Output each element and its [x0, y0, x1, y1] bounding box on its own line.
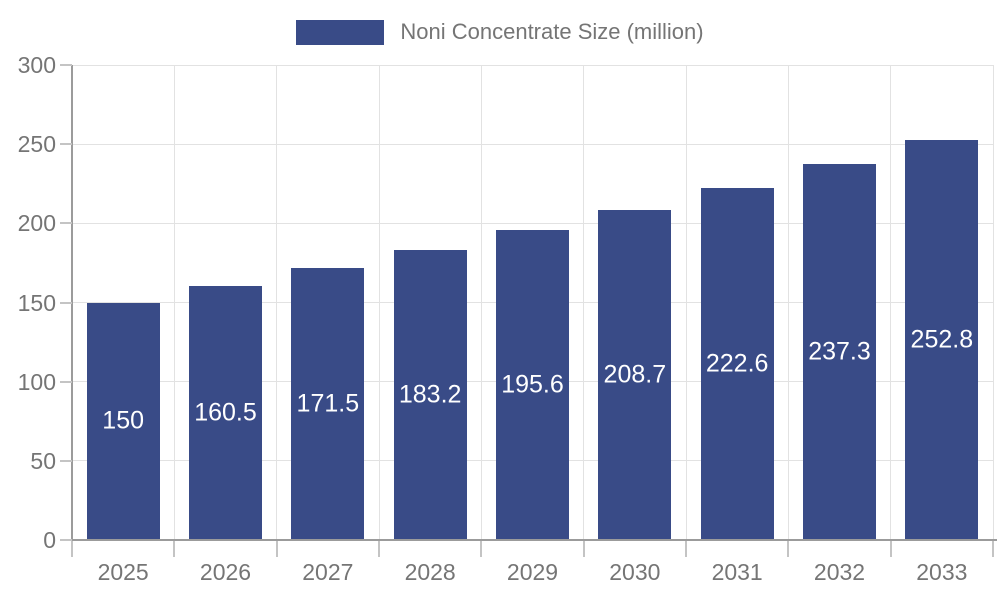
x-axis-tick — [889, 541, 892, 557]
bar[interactable]: 222.6 — [700, 187, 774, 540]
x-axis-line — [71, 539, 997, 541]
y-axis-tick — [60, 64, 72, 66]
x-axis-tick-label: 2026 — [199, 559, 252, 585]
gridline-horizontal — [72, 64, 993, 66]
x-axis-tick — [685, 541, 687, 557]
x-axis-tick — [582, 541, 585, 557]
bar[interactable]: 195.6 — [496, 230, 569, 540]
x-axis-tick-label: 2029 — [506, 559, 559, 585]
gridline-vertical — [890, 65, 892, 540]
bar-value-label: 208.7 — [603, 360, 667, 389]
x-axis-tick-label: 2031 — [711, 559, 763, 585]
x-axis-tick-label: 2030 — [609, 559, 661, 585]
bar-value-label: 171.5 — [296, 389, 360, 418]
x-axis-tick-label: 2033 — [916, 559, 968, 585]
gridline-vertical — [378, 65, 380, 540]
y-axis-tick — [60, 143, 72, 146]
bar-value-label: 183.2 — [398, 380, 462, 409]
bar[interactable]: 237.3 — [803, 164, 876, 540]
gridline-horizontal — [72, 222, 993, 224]
bar-value-label: 195.6 — [501, 370, 564, 399]
y-axis-tick-label: 150 — [17, 289, 56, 316]
y-axis-tick — [60, 539, 72, 541]
x-axis-tick — [173, 541, 176, 557]
gridline-vertical — [685, 65, 687, 540]
bar[interactable]: 252.8 — [905, 139, 979, 540]
y-axis-tick-label: 250 — [17, 131, 56, 158]
x-axis-tick — [71, 541, 73, 557]
x-axis-tick — [992, 541, 994, 557]
gridline-vertical — [480, 65, 482, 540]
y-axis-tick — [60, 301, 72, 304]
x-axis-tick-label: 2028 — [404, 559, 456, 585]
y-axis-line — [71, 65, 73, 542]
x-axis-tick-label: 2032 — [813, 559, 866, 585]
gridline-horizontal — [72, 143, 993, 145]
y-axis-tick — [60, 380, 72, 383]
y-axis-tick — [60, 459, 72, 462]
plot-area: 150 160.5 171.5 183.2 195.6 208.7 222.6 237.3 25… — [72, 64, 994, 540]
x-axis-tick-label: 2025 — [97, 559, 149, 585]
gridline-vertical — [173, 65, 175, 540]
bar[interactable]: 183.2 — [393, 249, 467, 540]
bar[interactable]: 208.7 — [598, 209, 672, 540]
bar-value-label: 237.3 — [808, 337, 871, 366]
legend-item[interactable]: Noni Concentrate Size (million) — [0, 19, 1000, 45]
y-axis-tick-label: 300 — [17, 52, 56, 78]
x-axis-tick — [787, 541, 790, 557]
bar[interactable]: 171.5 — [291, 268, 365, 540]
y-axis-tick-label: 50 — [30, 447, 56, 474]
legend-swatch-icon — [296, 19, 385, 45]
bar[interactable]: 150 — [86, 302, 160, 540]
x-axis-tick — [378, 541, 380, 557]
x-axis-tick — [480, 541, 483, 557]
gridline-vertical — [992, 65, 994, 540]
x-axis-tick — [275, 541, 278, 557]
bar[interactable]: 160.5 — [189, 285, 262, 540]
bar-value-label: 222.6 — [705, 349, 769, 378]
x-axis-tick-label: 2027 — [302, 559, 354, 585]
gridline-vertical — [276, 65, 278, 540]
legend-label: Noni Concentrate Size (million) — [400, 19, 704, 44]
bar-value-label: 160.5 — [194, 398, 257, 427]
bar-value-label: 150 — [102, 406, 145, 435]
gridline-vertical — [787, 65, 789, 540]
y-axis-tick-label: 0 — [43, 527, 56, 553]
y-axis-tick — [60, 222, 72, 225]
gridline-vertical — [583, 65, 585, 540]
y-axis-tick-label: 100 — [17, 368, 56, 395]
y-axis-tick-label: 200 — [17, 210, 56, 237]
bar-value-label: 252.8 — [910, 325, 974, 354]
